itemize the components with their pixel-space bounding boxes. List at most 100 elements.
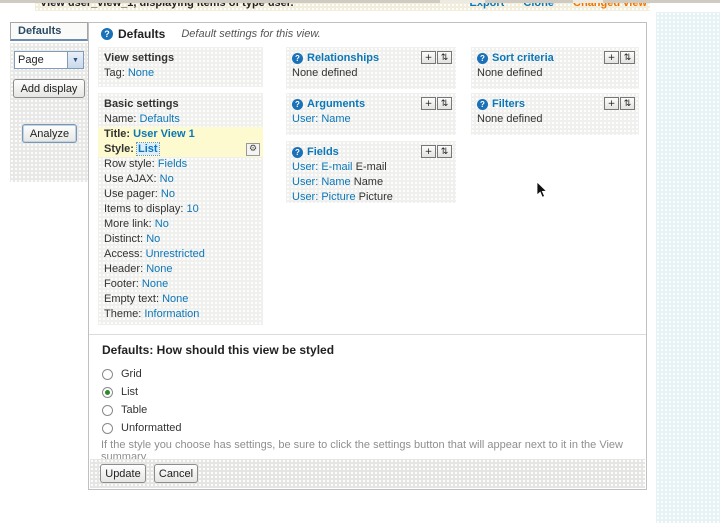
setting-label: Access: [104, 248, 143, 260]
view-settings-box: View settings Tag: None [98, 47, 263, 87]
setting-label: Theme: [104, 308, 142, 320]
cancel-button[interactable]: Cancel [154, 464, 198, 483]
style-option-grid[interactable]: Grid [102, 368, 142, 380]
export-link[interactable]: Export [469, 3, 505, 9]
setting-row-tag: Tag: None [104, 66, 257, 81]
setting-value-link[interactable]: No [160, 188, 175, 200]
rearrange-arguments-icon[interactable]: ⇅ [437, 97, 452, 110]
fields-box: ? Fields + ⇅ User: E-mail E-mail User: N… [286, 141, 456, 203]
field-link[interactable]: User: E-mail [292, 161, 353, 173]
add-display-button[interactable]: Add display [13, 79, 85, 98]
setting-row-ajax: Use AJAX: No [104, 172, 257, 187]
radio-icon[interactable] [102, 386, 113, 398]
setting-value-link[interactable]: Information [144, 308, 200, 320]
setting-value-link[interactable]: No [146, 233, 161, 245]
setting-label: Footer: [104, 278, 139, 290]
argument-link[interactable]: User: Name [292, 113, 351, 125]
add-field-icon[interactable]: + [421, 145, 436, 158]
relationships-box: ? Relationships + ⇅ None defined [286, 47, 456, 89]
setting-value-link[interactable]: No [159, 173, 174, 185]
setting-value-link[interactable]: User View 1 [133, 128, 195, 140]
help-icon[interactable]: ? [101, 28, 113, 40]
setting-label: Use AJAX: [104, 173, 157, 185]
setting-label: Header: [104, 263, 144, 275]
field-label: Name [353, 176, 384, 188]
arguments-box: ? Arguments + ⇅ User: Name [286, 93, 456, 135]
setting-value-link[interactable]: None [127, 67, 155, 79]
chrome-tab [440, 0, 485, 3]
field-link[interactable]: User: Name [292, 176, 351, 188]
add-relationship-icon[interactable]: + [421, 51, 436, 64]
header-links: Export Clone Changed view [454, 3, 648, 9]
setting-value-link[interactable]: Fields [157, 158, 188, 170]
help-icon[interactable]: ? [477, 53, 488, 64]
setting-value-link[interactable]: Defaults [139, 113, 180, 125]
clone-link[interactable]: Clone [523, 3, 554, 9]
style-settings-gear-icon[interactable]: ⚙ [246, 143, 260, 156]
style-option-list[interactable]: List [102, 386, 138, 398]
rearrange-relationships-icon[interactable]: ⇅ [437, 51, 452, 64]
setting-label: Row style: [104, 158, 155, 170]
radio-icon[interactable] [102, 368, 113, 380]
style-option-table[interactable]: Table [102, 404, 147, 416]
rearrange-fields-icon[interactable]: ⇅ [437, 145, 452, 158]
help-icon[interactable]: ? [477, 99, 488, 110]
setting-row-header: Header: None [104, 262, 257, 277]
field-label: Picture [358, 191, 393, 203]
sort-criteria-title-link[interactable]: Sort criteria [492, 52, 554, 64]
style-form-title: Defaults: How should this view be styled [102, 343, 335, 357]
add-argument-icon[interactable]: + [421, 97, 436, 110]
setting-value-link[interactable]: None [146, 263, 173, 275]
setting-row-style: Style: List ⚙ [98, 142, 263, 157]
add-filter-icon[interactable]: + [604, 97, 619, 110]
setting-row-theme: Theme: Information [104, 307, 257, 322]
arguments-title-link[interactable]: Arguments [307, 98, 366, 110]
style-option-label: Unformatted [121, 422, 182, 434]
setting-row-items: Items to display: 10 [104, 202, 257, 217]
field-row: User: E-mail E-mail [292, 160, 450, 175]
setting-value-link[interactable]: No [154, 218, 169, 230]
update-button[interactable]: Update [100, 464, 146, 483]
style-option-unformatted[interactable]: Unformatted [102, 422, 182, 434]
display-sidebar: Page ▼ Add display Analyze [10, 43, 88, 182]
setting-label: Distinct: [104, 233, 144, 245]
radio-icon[interactable] [102, 422, 113, 434]
style-option-label: Grid [121, 368, 142, 380]
tab-defaults[interactable]: Defaults [10, 22, 88, 41]
rearrange-sorts-icon[interactable]: ⇅ [620, 51, 635, 64]
setting-label: Items to display: [104, 203, 184, 215]
setting-row-access: Access: Unrestricted [104, 247, 257, 262]
form-footer: Update Cancel [90, 459, 645, 488]
analyze-button[interactable]: Analyze [22, 124, 77, 143]
setting-row-name: Name: Defaults [104, 112, 257, 127]
changed-view-link[interactable]: Changed view [573, 3, 647, 9]
view-title: View user_view_1, displaying items of ty… [40, 3, 294, 9]
relationships-title-link[interactable]: Relationships [307, 52, 380, 64]
setting-value-link[interactable]: None [141, 278, 169, 290]
radio-icon[interactable] [102, 404, 113, 416]
display-type-select[interactable]: Page ▼ [14, 51, 84, 69]
tab-defaults-label: Defaults [18, 25, 62, 37]
setting-value-link[interactable]: Unrestricted [145, 248, 205, 260]
relationships-empty: None defined [292, 67, 358, 79]
rearrange-filters-icon[interactable]: ⇅ [620, 97, 635, 110]
display-type-value: Page [18, 54, 44, 66]
help-icon[interactable]: ? [292, 53, 303, 64]
style-option-label: List [121, 386, 139, 398]
setting-value-link[interactable]: 10 [186, 203, 199, 215]
help-icon[interactable]: ? [292, 147, 303, 158]
help-icon[interactable]: ? [292, 99, 303, 110]
summary-subheading: Default settings for this view. [181, 28, 321, 40]
field-link[interactable]: User: Picture [292, 191, 356, 203]
setting-label: Name: [104, 113, 137, 125]
view-settings-title: View settings [104, 52, 175, 64]
view-header-band: View user_view_1, displaying items of ty… [35, 3, 650, 11]
fields-title-link[interactable]: Fields [307, 146, 339, 158]
setting-row-title: Title: User View 1 [98, 127, 263, 142]
filters-title-link[interactable]: Filters [492, 98, 526, 110]
sort-criteria-box: ? Sort criteria + ⇅ None defined [471, 47, 639, 89]
chrome-tab [573, 0, 603, 3]
setting-value-link[interactable]: List [136, 142, 160, 156]
add-sort-icon[interactable]: + [604, 51, 619, 64]
setting-value-link[interactable]: None [162, 293, 189, 305]
